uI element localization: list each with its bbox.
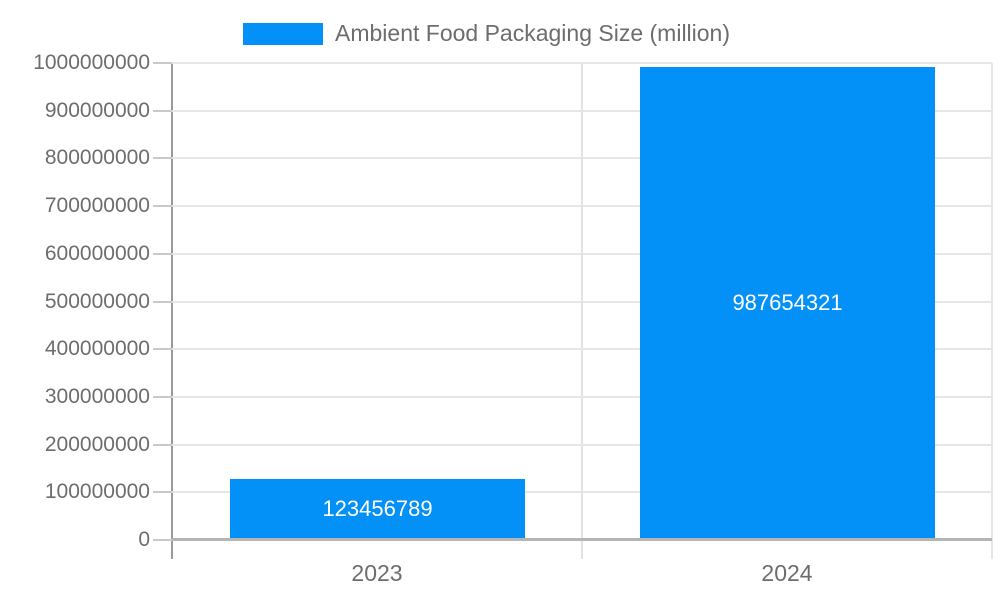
y-axis-tick — [153, 301, 172, 303]
y-axis-tick — [153, 396, 172, 398]
bar-2024[interactable]: 987654321 — [640, 67, 935, 538]
legend-label: Ambient Food Packaging Size (million) — [335, 20, 731, 46]
y-axis-tick — [153, 157, 172, 159]
y-axis-tick-label: 600000000 — [44, 242, 150, 265]
x-axis-tick-label: 2023 — [351, 560, 403, 586]
x-axis-baseline — [172, 538, 992, 541]
gridline — [172, 205, 992, 207]
gridline — [172, 157, 992, 159]
y-axis-tick-label: 200000000 — [44, 433, 150, 456]
gridline — [172, 253, 992, 255]
category-divider-gridline — [581, 63, 583, 559]
plot-right-border — [991, 63, 993, 559]
y-axis-tick — [153, 444, 172, 446]
y-axis-tick — [153, 62, 172, 64]
y-axis-tick-label: 900000000 — [44, 99, 150, 122]
gridline — [172, 301, 992, 303]
y-axis-tick — [153, 348, 172, 350]
y-axis-tick-label: 1000000000 — [33, 51, 150, 74]
x-axis-tick-label: 2024 — [761, 560, 813, 586]
y-axis-tick — [153, 110, 172, 112]
legend-swatch — [243, 22, 323, 45]
gridline — [172, 62, 992, 64]
gridline — [172, 348, 992, 350]
y-axis-tick-label: 800000000 — [44, 146, 150, 169]
gridline — [172, 491, 992, 493]
y-axis-tick-label: 500000000 — [44, 290, 150, 313]
y-axis-tick — [153, 253, 172, 255]
chart-legend: Ambient Food Packaging Size (million) — [243, 20, 730, 47]
gridline — [172, 444, 992, 446]
y-axis-line — [171, 63, 173, 559]
y-axis-tick — [153, 491, 172, 493]
y-axis-tick-label: 100000000 — [44, 480, 150, 503]
gridline — [172, 110, 992, 112]
y-axis-tick-label: 0 — [138, 528, 150, 551]
y-axis-tick-label: 300000000 — [44, 385, 150, 408]
y-axis-tick-label: 400000000 — [44, 337, 150, 360]
plot-area: 0 100000000 200000000 300000000 400000000 500… — [33, 52, 993, 586]
bar-value-label: 123456789 — [322, 496, 433, 521]
bar-value-label: 987654321 — [732, 290, 843, 315]
y-axis-tick — [153, 205, 172, 207]
gridline — [172, 396, 992, 398]
bar-2023[interactable]: 123456789 — [230, 479, 525, 538]
y-axis-tick — [153, 539, 172, 541]
y-axis-tick-label: 700000000 — [44, 194, 150, 217]
